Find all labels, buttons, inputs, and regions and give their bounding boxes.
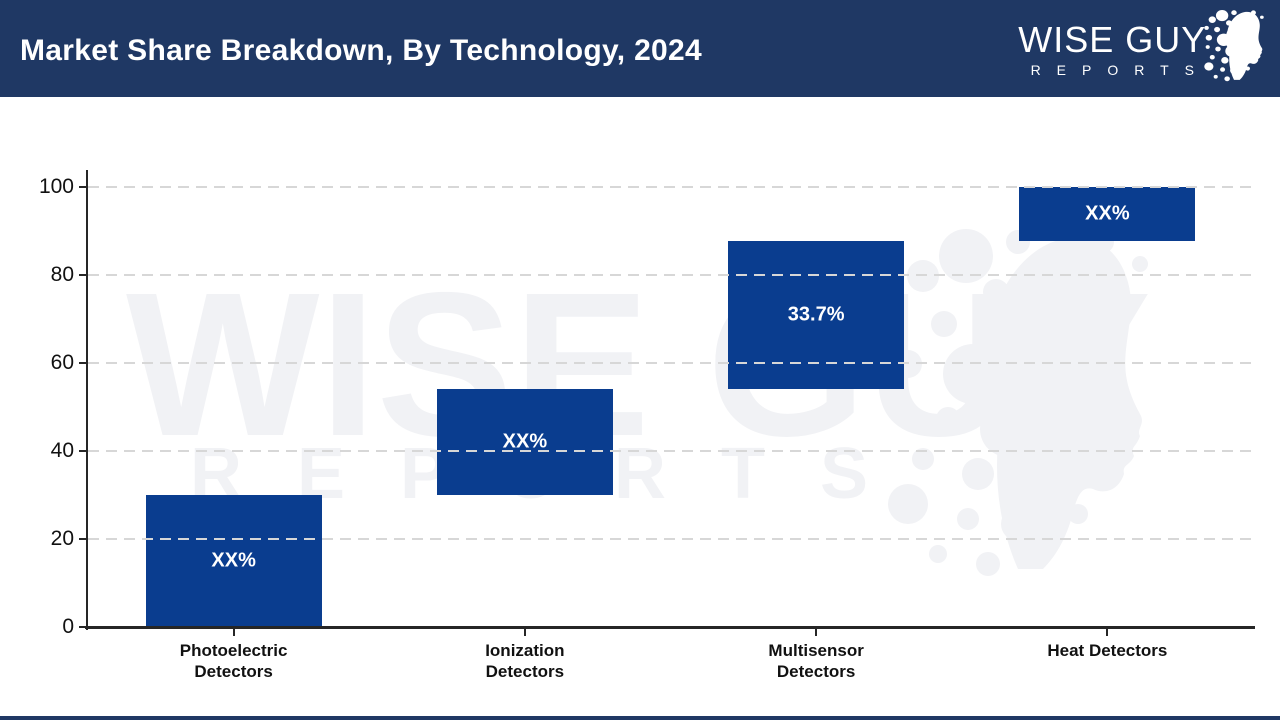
y-axis-tick-label: 40 [50, 439, 74, 462]
x-axis-line [85, 626, 1255, 629]
y-axis-tick-label: 100 [38, 175, 74, 198]
y-gridline [88, 450, 1253, 452]
x-axis-category-label-line: Detectors [485, 662, 565, 681]
y-axis-tick [79, 186, 88, 188]
x-axis-category-label: Multisensor Detectors [696, 640, 936, 682]
y-axis-tick [79, 626, 88, 628]
bar-multisensor-detectors [728, 240, 905, 389]
wise-guy-logo: WISE GUY REPORTS [1015, 9, 1266, 87]
y-axis-tick-label: 80 [50, 263, 74, 286]
x-axis-category-label: Photoelectric Detectors [114, 640, 354, 682]
y-axis-tick-label: 20 [50, 527, 74, 550]
y-axis-tick-label: 60 [50, 351, 74, 374]
y-gridline [88, 362, 1253, 364]
x-axis-category-label-line: Multisensor [768, 641, 864, 660]
logo-wordmark: WISE GUY REPORTS [1015, 19, 1210, 78]
bar-heat-detectors [1019, 187, 1196, 241]
x-axis-tick [1106, 629, 1109, 636]
logo-face-icon [1204, 10, 1264, 82]
x-axis-category-label-line: Heat Detectors [1047, 641, 1168, 660]
x-axis-category-label-line: Detectors [776, 662, 856, 681]
chart-title: Market Share Breakdown, By Technology, 2… [20, 34, 703, 67]
watermark-face-image [888, 229, 1148, 576]
y-gridline [88, 186, 1253, 188]
x-axis-category-label: Heat Detectors [987, 640, 1227, 661]
x-axis-tick [523, 629, 526, 636]
y-axis-tick-label: 0 [62, 615, 74, 638]
y-axis-tick [79, 538, 88, 540]
bar-value-label: 33.7% [787, 303, 845, 326]
logo-name: WISE GUY [1018, 18, 1207, 60]
header-bar: Market Share Breakdown, By Technology, 2… [0, 0, 1280, 97]
bar-value-label: XX% [502, 430, 548, 453]
y-axis-tick [79, 450, 88, 452]
x-axis-category-label-line: Ionization [485, 641, 565, 660]
x-axis-category-label-line: Detectors [194, 662, 273, 681]
footer-bar [0, 716, 1280, 720]
y-axis-line [86, 170, 88, 630]
bar-ionization-detectors [436, 388, 613, 495]
bar-photoelectric-detectors [145, 495, 322, 627]
y-gridline [88, 274, 1253, 276]
bar-value-label: XX% [1085, 202, 1130, 225]
logo-tagline: REPORTS [1030, 61, 1210, 78]
bar-value-label: XX% [211, 549, 256, 572]
y-axis-tick [79, 274, 88, 276]
x-axis-tick [815, 629, 818, 636]
y-axis-tick [79, 362, 88, 364]
x-axis-category-label: Ionization Detectors [405, 640, 645, 682]
x-axis-category-label-line: Photoelectric [179, 641, 288, 660]
plot-area: 0 20 40 60 80 100 XX% Photoelectric Detectors XX%… [0, 97, 1280, 716]
x-axis-tick [232, 629, 235, 636]
y-gridline [88, 538, 1253, 540]
